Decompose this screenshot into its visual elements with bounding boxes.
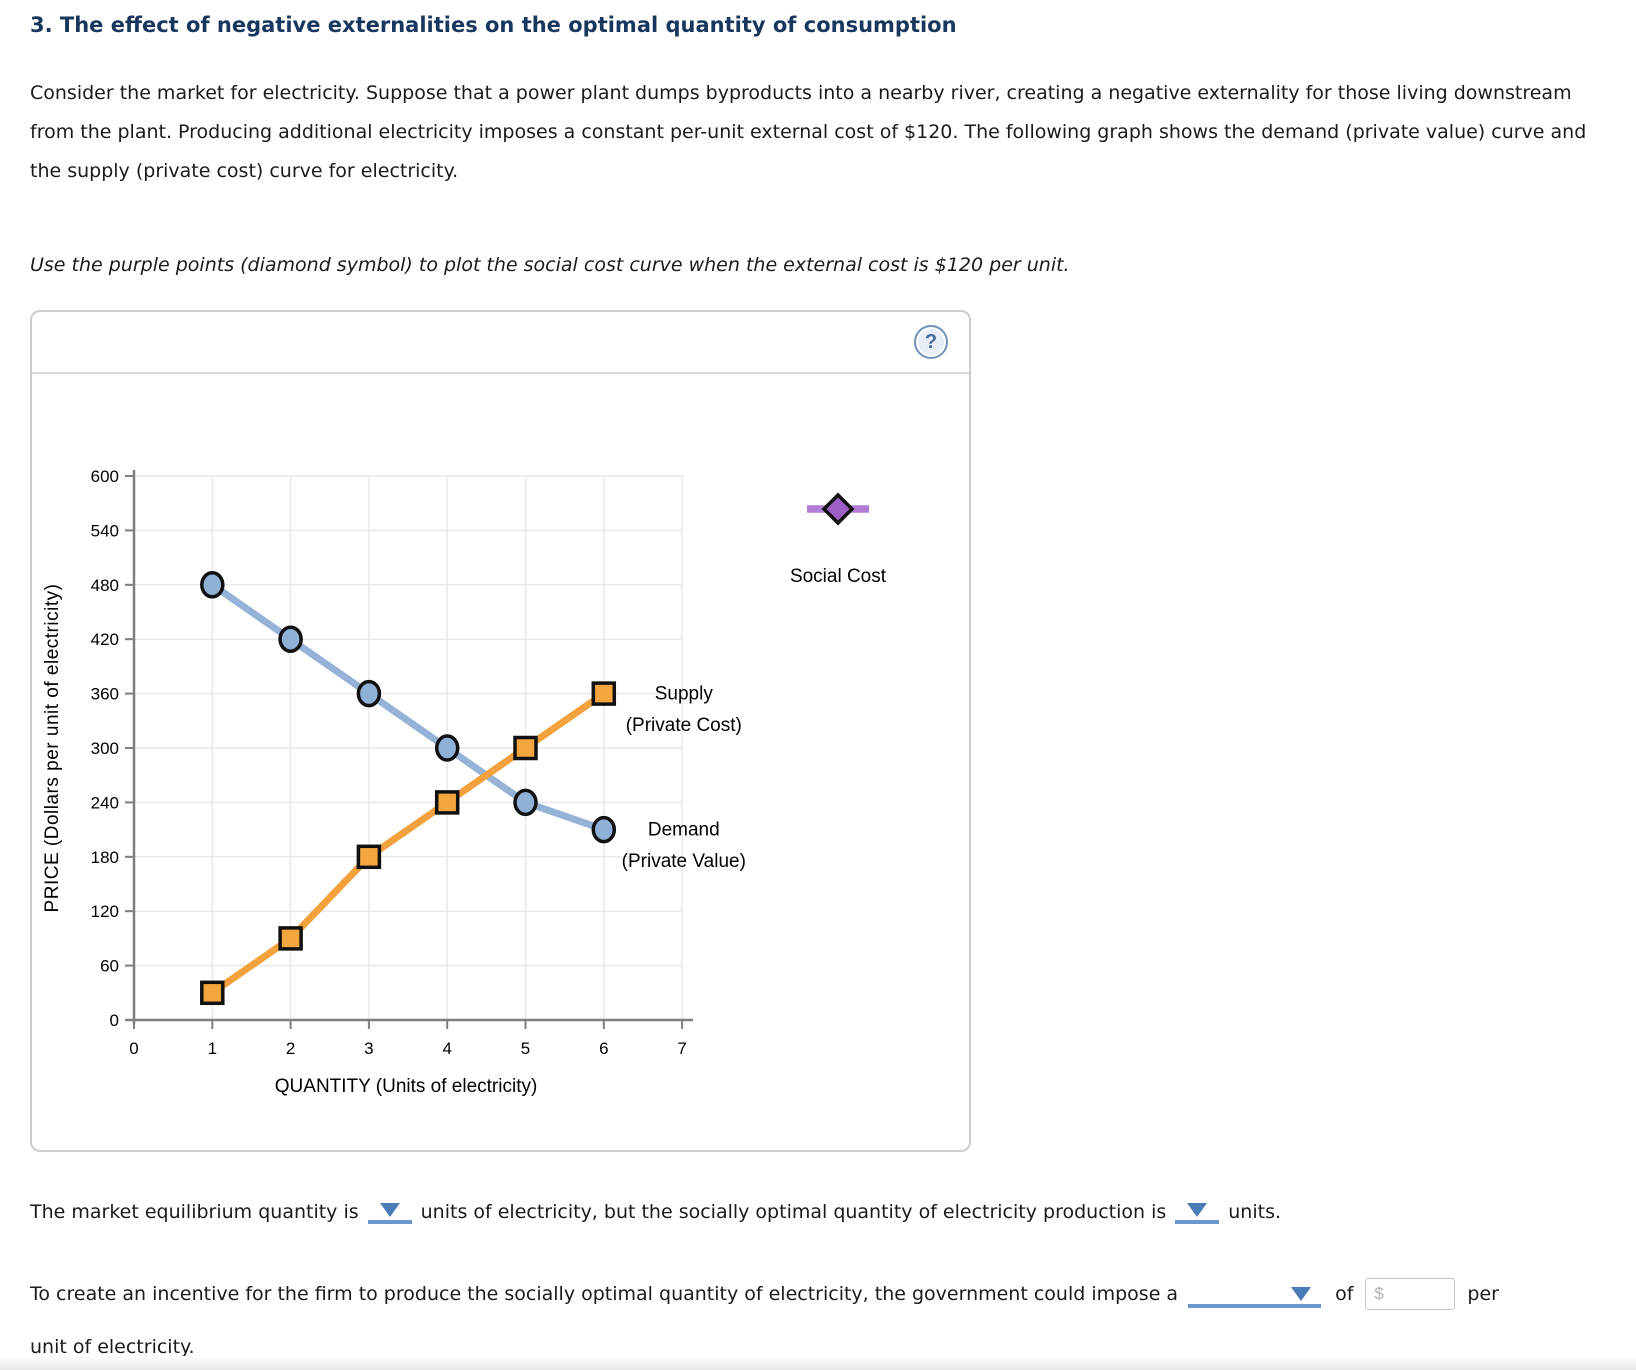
demand-curve[interactable]: Demand (Private Value) xyxy=(200,571,746,872)
x-axis-title: QUANTITY (Units of electricity) xyxy=(275,1076,538,1097)
x-tick-label: 2 xyxy=(286,1039,295,1058)
externality-graph[interactable]: 0 60 120 180 240 300 360 420 480 540 600 0 1 2 3 4 5 6 7 QU… xyxy=(32,374,969,1150)
chevron-down-icon xyxy=(1291,1287,1312,1301)
q1-text-2: units of electricity, but the socially o… xyxy=(420,1201,1167,1223)
optimal-quantity-dropdown[interactable] xyxy=(1175,1196,1220,1224)
y-tick-label: 60 xyxy=(100,957,119,976)
y-tick-label: 360 xyxy=(91,685,119,704)
demand-point[interactable] xyxy=(434,734,460,762)
legend-label: Social Cost xyxy=(790,566,887,587)
demand-point[interactable] xyxy=(200,571,225,599)
demand-point[interactable] xyxy=(513,788,538,817)
supply-curve-label: (Private Cost) xyxy=(626,715,742,736)
x-tick-label: 0 xyxy=(129,1039,138,1058)
equilibrium-quantity-dropdown[interactable] xyxy=(367,1196,412,1224)
demand-point[interactable] xyxy=(591,815,617,844)
y-tick-label: 420 xyxy=(91,630,119,649)
supply-curve-label: Supply xyxy=(655,684,714,705)
supply-point[interactable] xyxy=(513,735,538,761)
y-tick-label: 120 xyxy=(91,902,119,921)
graph-panel-header: ? xyxy=(32,312,969,374)
x-tick-label: 7 xyxy=(677,1039,686,1058)
chevron-down-icon xyxy=(1187,1203,1208,1217)
x-tick-label: 6 xyxy=(599,1039,608,1058)
chevron-down-icon xyxy=(379,1203,400,1217)
x-tick-label: 4 xyxy=(442,1039,451,1058)
intro-paragraph: Consider the market for electricity. Sup… xyxy=(30,82,1587,182)
y-tick-label: 180 xyxy=(91,848,119,867)
page-title: 3. The effect of negative externalities … xyxy=(30,13,957,37)
q1-text-1: The market equilibrium quantity is xyxy=(30,1201,359,1223)
supply-point[interactable] xyxy=(278,926,303,951)
graph-panel: ? 0 60 120 180 240 300 360 420 480 540 600 0 1 2 3 4 5 6 7… xyxy=(30,310,971,1152)
q2-text-per: per xyxy=(1467,1283,1499,1305)
supply-point[interactable] xyxy=(356,844,382,870)
y-axis-title: PRICE (Dollars per unit of electricity) xyxy=(42,584,63,913)
social-cost-legend-swatch[interactable]: Social Cost xyxy=(790,492,887,587)
question-policy: To create an incentive for the firm to p… xyxy=(30,1278,1630,1310)
demand-curve-label: Demand xyxy=(648,820,720,841)
supply-point[interactable] xyxy=(591,681,617,706)
supply-point[interactable] xyxy=(200,980,225,1006)
demand-point[interactable] xyxy=(356,679,382,708)
y-tick-label: 240 xyxy=(91,793,119,812)
page-bottom-divider xyxy=(0,1356,1636,1370)
y-tick-label: 600 xyxy=(91,467,119,486)
y-tick-label: 300 xyxy=(91,739,119,758)
q1-text-3: units. xyxy=(1228,1201,1282,1223)
tax-amount-input[interactable] xyxy=(1365,1278,1456,1310)
plot-instruction: Use the purple points (diamond symbol) t… xyxy=(30,254,1070,276)
y-tick-label: 0 xyxy=(110,1011,119,1030)
x-tick-label: 5 xyxy=(521,1039,530,1058)
question-equilibrium: The market equilibrium quantity is units … xyxy=(30,1196,1610,1227)
y-tick-label: 480 xyxy=(91,576,119,595)
help-icon[interactable]: ? xyxy=(914,325,948,359)
x-tick-label: 3 xyxy=(364,1039,373,1058)
supply-point[interactable] xyxy=(434,790,460,815)
demand-point[interactable] xyxy=(278,625,303,653)
social-cost-point-template[interactable] xyxy=(821,492,855,526)
axes: 0 60 120 180 240 300 360 420 480 540 600 0 1 2 3 4 5 6 7 xyxy=(91,467,694,1058)
x-tick-label: 1 xyxy=(208,1039,217,1058)
supply-curve[interactable]: Supply (Private Cost) xyxy=(200,681,742,1006)
demand-curve-label: (Private Value) xyxy=(622,851,746,872)
question-policy-line2: unit of electricity. xyxy=(30,1336,195,1358)
gridlines xyxy=(134,475,683,1020)
q2-text-1: To create an incentive for the firm to p… xyxy=(30,1283,1179,1305)
q2-text-of: of xyxy=(1335,1283,1354,1305)
y-tick-label: 540 xyxy=(91,521,119,540)
policy-instrument-dropdown[interactable] xyxy=(1188,1280,1322,1308)
